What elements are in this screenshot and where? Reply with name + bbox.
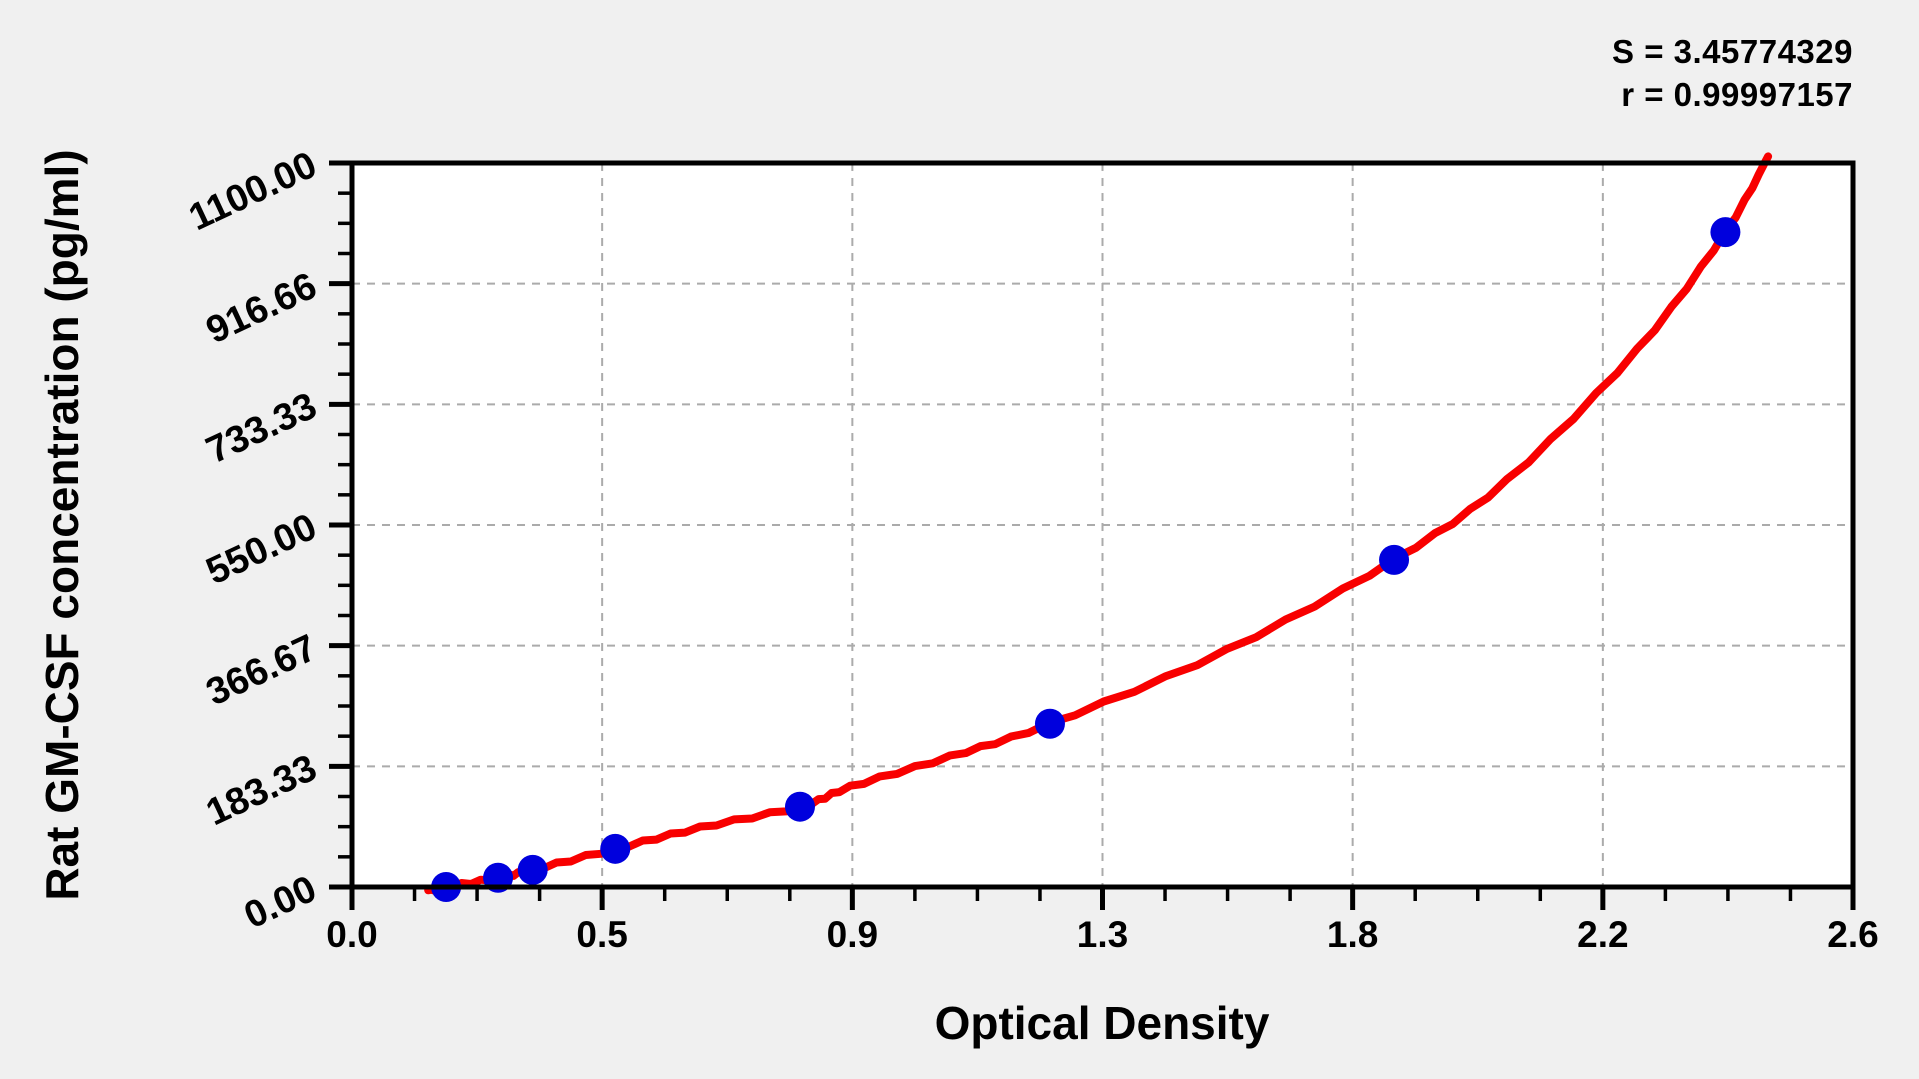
data-point bbox=[517, 854, 548, 885]
fit-curve bbox=[424, 152, 1773, 895]
data-point bbox=[1710, 217, 1741, 248]
data-point bbox=[1034, 708, 1065, 739]
data-point bbox=[784, 791, 815, 822]
data-point bbox=[1379, 544, 1410, 575]
data-point bbox=[600, 833, 631, 864]
